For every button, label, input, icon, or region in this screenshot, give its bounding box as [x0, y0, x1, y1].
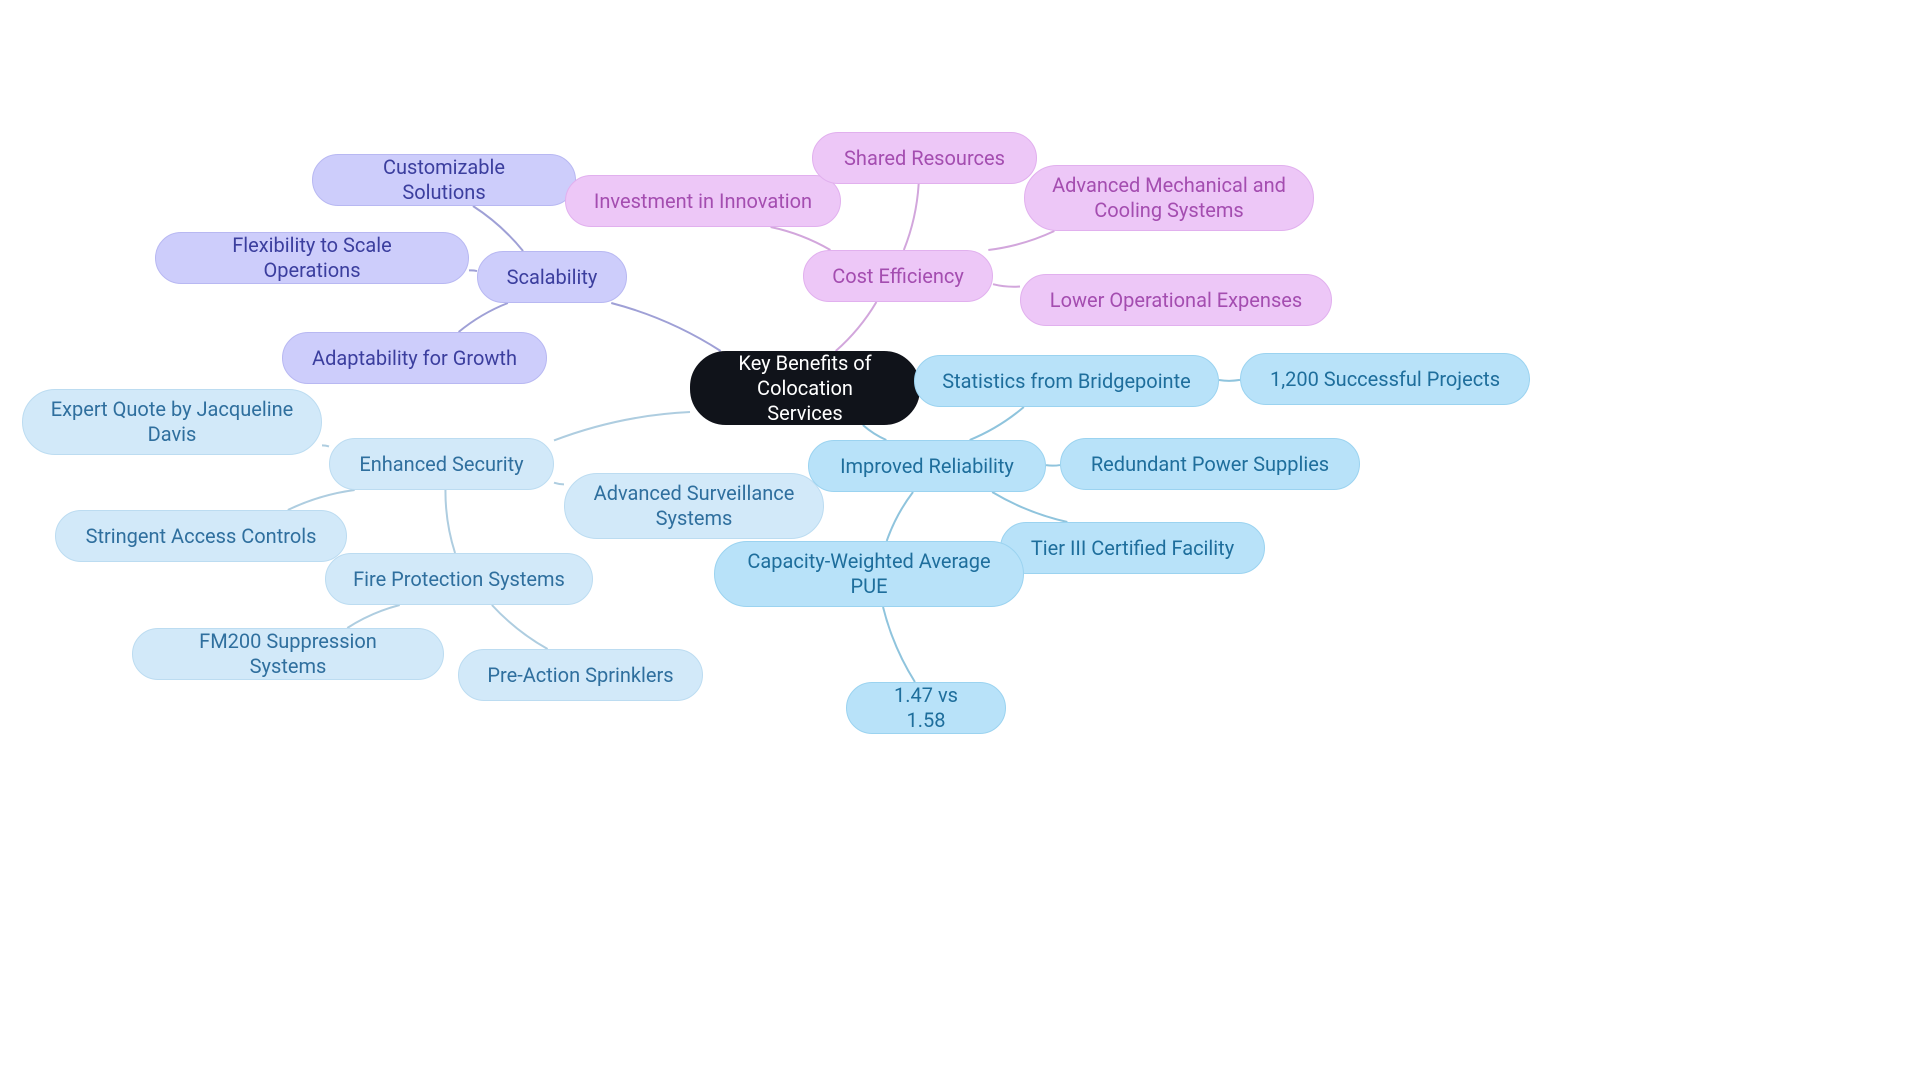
edge-root-sec [554, 412, 690, 440]
edge-rel_4-rel_4a [883, 607, 915, 682]
edge-scal-scal_1 [473, 206, 523, 251]
node-scal_3: Adaptability for Growth [282, 332, 547, 384]
edge-sec_4-sec_4b [492, 605, 548, 649]
node-rel_1a: 1,200 Successful Projects [1240, 353, 1530, 405]
edge-sec-sec_3 [288, 490, 355, 510]
node-cost_4: Lower Operational Expenses [1020, 274, 1332, 326]
edge-root-scal [611, 303, 720, 351]
edge-root-cost [836, 302, 877, 351]
node-root: Key Benefits of Colocation Services [690, 351, 920, 425]
edge-rel-rel_1 [970, 407, 1024, 440]
node-cost_3: Advanced Mechanical and Cooling Systems [1024, 165, 1314, 231]
edge-cost-cost_4 [993, 284, 1020, 287]
node-scal: Scalability [477, 251, 627, 303]
edge-sec_4-sec_4a [347, 605, 399, 628]
node-sec_4b: Pre-Action Sprinklers [458, 649, 703, 701]
edge-sec-sec_2 [554, 483, 564, 485]
node-rel_2: Redundant Power Supplies [1060, 438, 1360, 490]
node-sec_1: Expert Quote by Jacqueline Davis [22, 389, 322, 455]
node-rel_3: Tier III Certified Facility [1000, 522, 1265, 574]
node-sec: Enhanced Security [329, 438, 554, 490]
node-sec_4: Fire Protection Systems [325, 553, 593, 605]
edge-rel-rel_2 [1046, 465, 1060, 466]
edge-rel-rel_3 [992, 492, 1067, 522]
edge-cost-cost_1 [771, 227, 831, 250]
edge-sec-sec_4 [445, 490, 455, 553]
node-rel: Improved Reliability [808, 440, 1046, 492]
edge-root-rel [863, 425, 886, 440]
node-cost_2: Shared Resources [812, 132, 1037, 184]
node-sec_4a: FM200 Suppression Systems [132, 628, 444, 680]
node-scal_2: Flexibility to Scale Operations [155, 232, 469, 284]
node-rel_4a: 1.47 vs 1.58 [846, 682, 1006, 734]
edge-sec-sec_1 [322, 445, 329, 446]
edge-cost-cost_3 [988, 231, 1054, 250]
node-cost: Cost Efficiency [803, 250, 993, 302]
edge-rel_1-rel_1a [1219, 380, 1240, 381]
node-sec_2: Advanced Surveillance Systems [564, 473, 824, 539]
node-cost_1: Investment in Innovation [565, 175, 841, 227]
node-rel_4: Capacity-Weighted Average PUE [714, 541, 1024, 607]
edge-rel-rel_4 [887, 492, 913, 541]
node-sec_3: Stringent Access Controls [55, 510, 347, 562]
edge-cost-cost_2 [904, 184, 919, 250]
edge-scal-scal_2 [469, 270, 477, 271]
edge-scal-scal_3 [459, 303, 508, 332]
mindmap-canvas: Key Benefits of Colocation Services Scala… [0, 0, 1920, 1083]
node-rel_1: Statistics from Bridgepointe [914, 355, 1219, 407]
node-scal_1: Customizable Solutions [312, 154, 576, 206]
